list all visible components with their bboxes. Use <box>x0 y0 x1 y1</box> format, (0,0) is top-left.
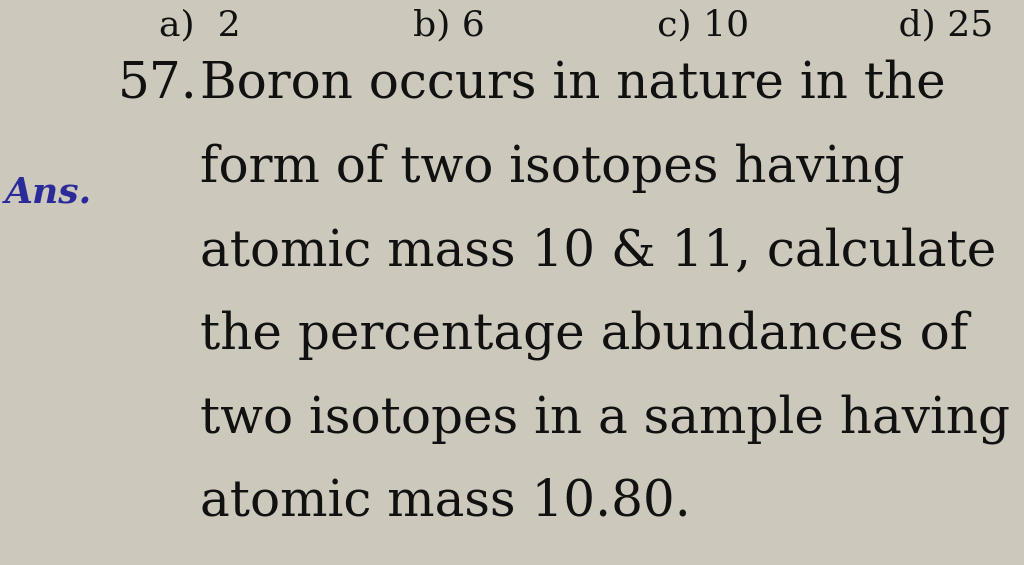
Text: atomic mass 10.80.: atomic mass 10.80. <box>200 477 690 527</box>
Text: Ans.: Ans. <box>5 175 92 209</box>
Text: form of two isotopes having: form of two isotopes having <box>200 143 904 193</box>
Text: two isotopes in a sample having: two isotopes in a sample having <box>200 394 1010 444</box>
Text: atomic mass 10 & 11, calculate: atomic mass 10 & 11, calculate <box>200 227 996 276</box>
Text: 57.: 57. <box>118 59 198 109</box>
Text: Boron occurs in nature in the: Boron occurs in nature in the <box>200 59 945 109</box>
Text: the percentage abundances of: the percentage abundances of <box>200 310 968 360</box>
Text: a)  2               b) 6               c) 10             d) 25: a) 2 b) 6 c) 10 d) 25 <box>159 8 993 42</box>
